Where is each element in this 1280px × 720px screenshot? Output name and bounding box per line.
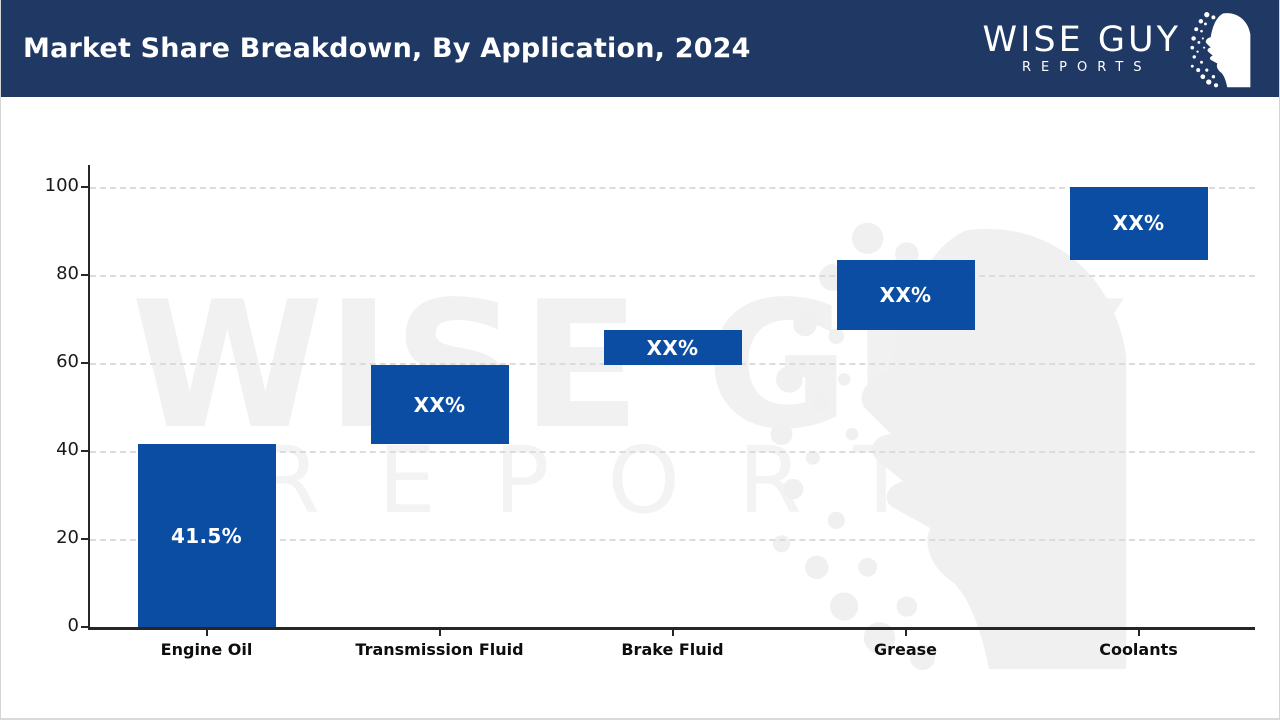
y-tick-mark-0 xyxy=(81,626,88,628)
brand-logo: WISE GUY REPORTS xyxy=(982,9,1253,89)
gridline-80 xyxy=(90,275,1255,277)
bar-grease: XX% xyxy=(836,259,975,330)
x-axis-label-brake-fluid: Brake Fluid xyxy=(621,640,724,659)
x-axis-label-engine-oil: Engine Oil xyxy=(160,640,253,659)
header-bar: Market Share Breakdown, By Application, … xyxy=(1,0,1279,97)
y-tick-label-100: 100 xyxy=(44,175,79,196)
y-tick-mark-100 xyxy=(81,186,88,188)
bar-value-label-engine-oil: 41.5% xyxy=(171,523,242,548)
x-axis-label-transmission-fluid: Transmission Fluid xyxy=(355,640,524,659)
x-tick-mark-grease xyxy=(904,629,907,636)
gridline-100 xyxy=(90,187,1255,189)
x-axis-spine xyxy=(88,627,1255,630)
x-axis-label-grease: Grease xyxy=(873,640,938,659)
chart-area: WISE GUY REPORTS 41.5% XX% XX% XX% XX% 0 20 40… xyxy=(1,97,1279,718)
x-tick-mark-engine-oil xyxy=(205,629,208,636)
y-tick-label-40: 40 xyxy=(56,439,79,460)
x-tick-mark-transmission-fluid xyxy=(438,629,441,636)
x-tick-mark-coolants xyxy=(1137,629,1140,636)
y-tick-mark-40 xyxy=(81,450,88,452)
y-tick-label-60: 60 xyxy=(56,351,79,372)
bar-engine-oil: 41.5% xyxy=(137,444,276,627)
logo-face-icon xyxy=(1190,11,1251,87)
y-tick-mark-20 xyxy=(81,538,88,540)
x-axis-label-coolants: Coolants xyxy=(1099,640,1178,659)
y-tick-label-80: 80 xyxy=(56,263,79,284)
brand-logo-text: WISE GUY REPORTS xyxy=(982,19,1181,76)
x-tick-mark-brake-fluid xyxy=(671,629,674,636)
bar-coolants: XX% xyxy=(1069,187,1208,260)
bar-value-label-grease: XX% xyxy=(879,282,932,307)
bar-value-label-brake-fluid: XX% xyxy=(646,335,699,360)
bar-brake-fluid: XX% xyxy=(603,330,742,366)
y-tick-label-20: 20 xyxy=(56,527,79,548)
y-tick-label-0: 0 xyxy=(67,615,79,636)
y-tick-mark-60 xyxy=(81,362,88,364)
y-tick-mark-80 xyxy=(81,274,88,276)
bar-value-label-transmission-fluid: XX% xyxy=(413,392,466,417)
y-axis-spine xyxy=(88,165,90,629)
gridline-40 xyxy=(90,451,1255,453)
brand-subtitle: REPORTS xyxy=(1021,60,1152,76)
bar-value-label-coolants: XX% xyxy=(1112,211,1165,236)
brand-name: WISE GUY xyxy=(982,19,1181,60)
page-title: Market Share Breakdown, By Application, … xyxy=(23,33,751,64)
bar-transmission-fluid: XX% xyxy=(370,365,509,445)
gridline-20 xyxy=(90,539,1255,541)
